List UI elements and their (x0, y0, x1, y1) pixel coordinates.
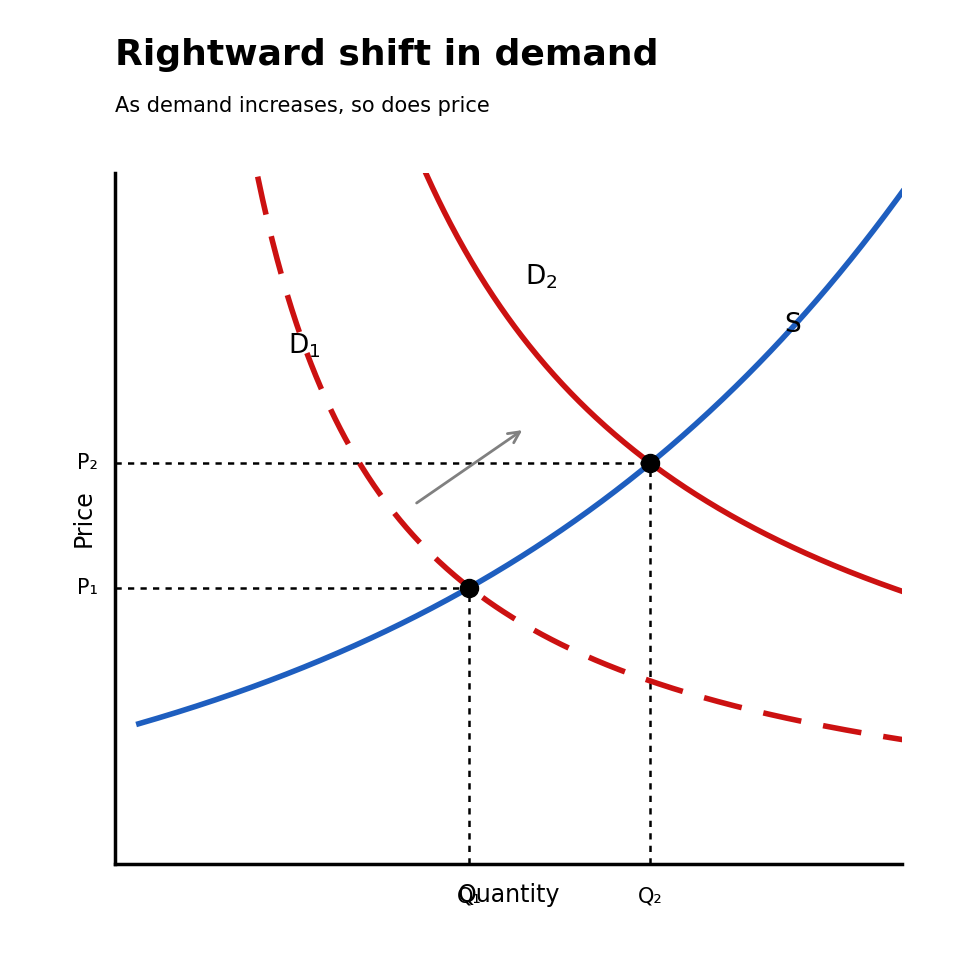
X-axis label: Quantity: Quantity (458, 883, 560, 907)
Text: S: S (784, 312, 801, 338)
Text: D$_1$: D$_1$ (288, 331, 321, 360)
Text: As demand increases, so does price: As demand increases, so does price (115, 96, 490, 116)
Text: Rightward shift in demand: Rightward shift in demand (115, 38, 659, 72)
Y-axis label: Price: Price (72, 490, 96, 547)
Text: D$_2$: D$_2$ (524, 262, 557, 291)
Text: P₂: P₂ (77, 453, 98, 473)
Text: Q₁: Q₁ (457, 886, 482, 906)
Text: P₁: P₁ (77, 578, 98, 597)
Text: Q₂: Q₂ (638, 886, 663, 906)
